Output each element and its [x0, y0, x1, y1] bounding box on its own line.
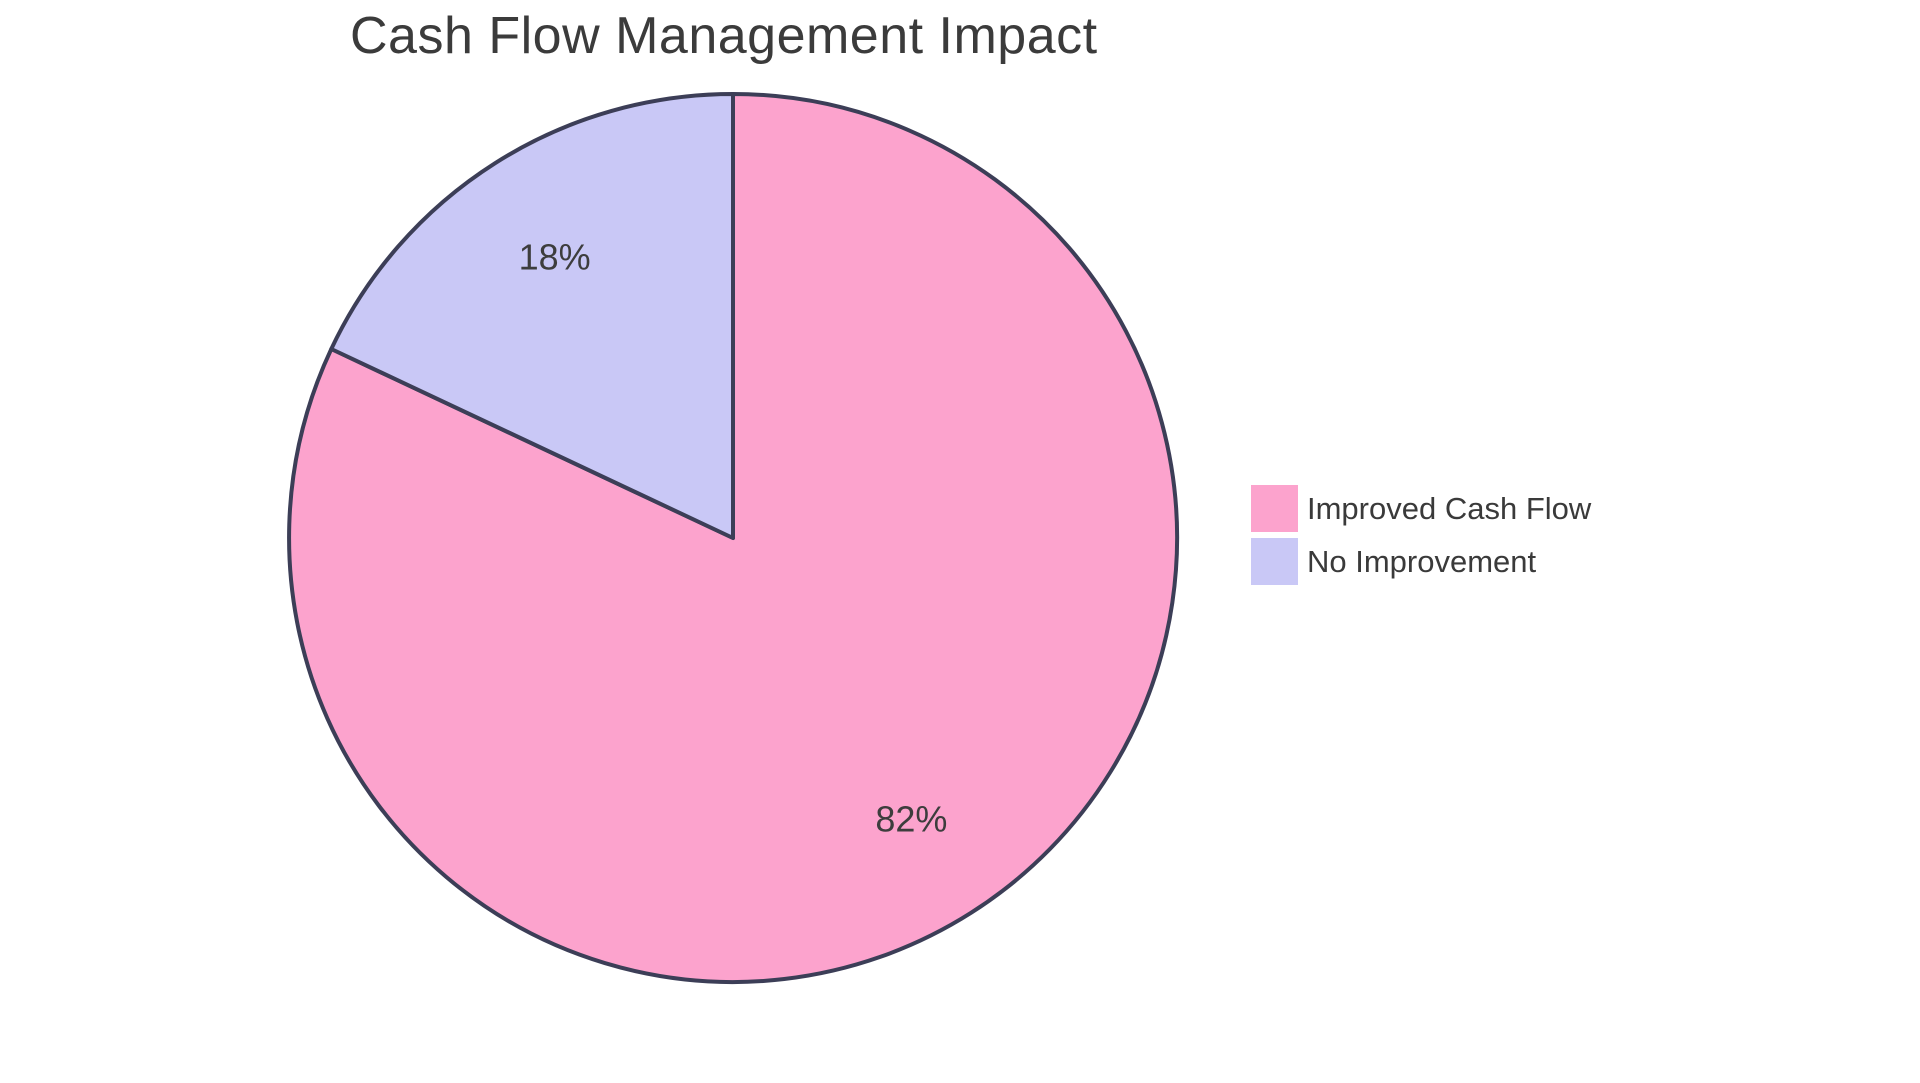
pie-slice-label-no-improvement: 18% — [519, 236, 591, 277]
pie-slice-no-improvement[interactable] — [329, 92, 735, 540]
legend: Improved Cash Flow No Improvement — [1251, 485, 1591, 591]
legend-label-no-improvement: No Improvement — [1307, 544, 1537, 579]
legend-swatch-no-improvement — [1251, 538, 1298, 585]
legend-swatch-improved-cash-flow — [1251, 485, 1298, 532]
legend-item-improved-cash-flow[interactable]: Improved Cash Flow — [1251, 485, 1591, 532]
pie-chart: 82% 18% — [287, 92, 1180, 984]
chart-title: Cash Flow Management Impact — [350, 7, 1098, 65]
pie-slice-label-improved-cash-flow: 82% — [875, 799, 947, 840]
legend-item-no-improvement[interactable]: No Improvement — [1251, 538, 1591, 585]
legend-label-improved-cash-flow: Improved Cash Flow — [1307, 491, 1592, 526]
